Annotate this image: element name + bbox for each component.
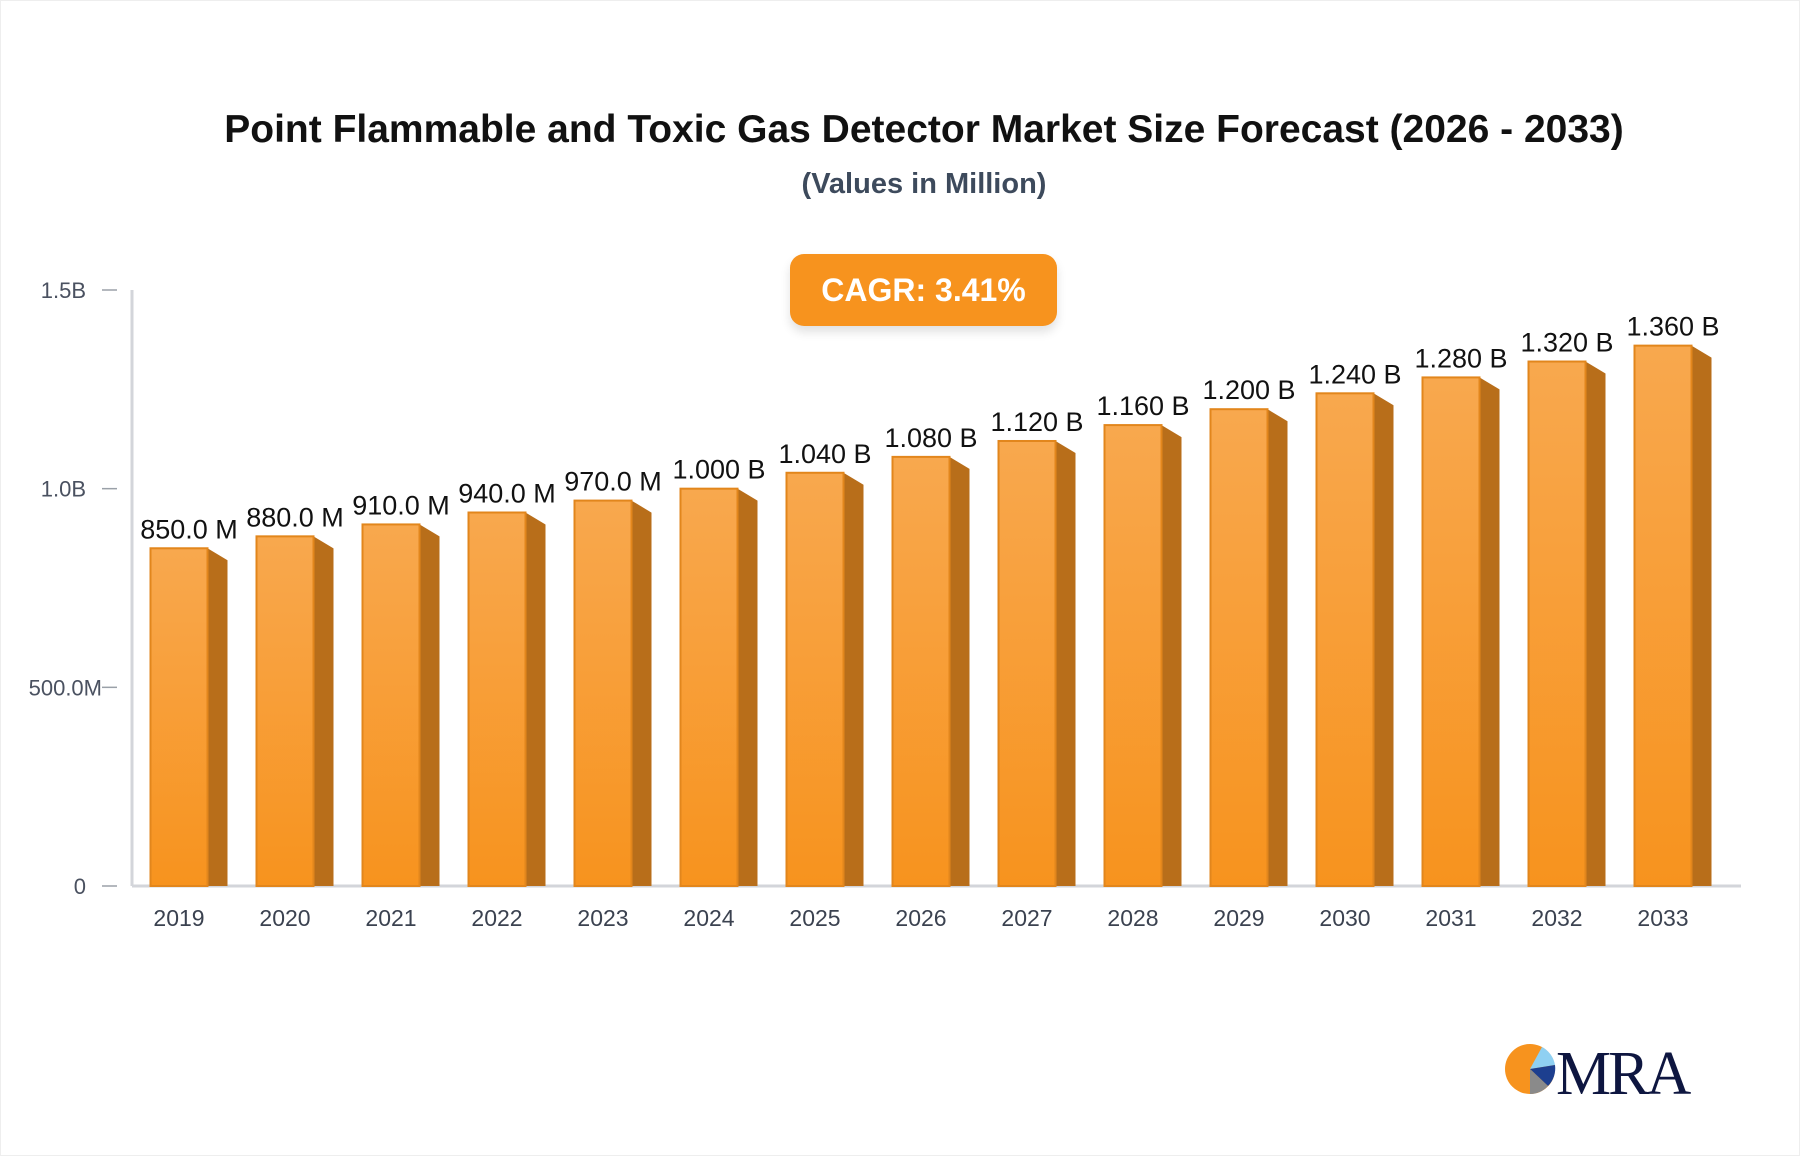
bar-side — [1055, 440, 1076, 886]
bar-front — [891, 455, 951, 887]
bar-front — [573, 499, 633, 887]
data-label: 1.360 B — [1626, 312, 1719, 342]
bar-front — [361, 523, 421, 888]
bar-side — [419, 524, 440, 886]
x-tick-label: 2026 — [895, 905, 946, 931]
data-label: 1.320 B — [1520, 328, 1613, 358]
data-label: 1.200 B — [1202, 375, 1295, 405]
x-tick-label: 2022 — [471, 905, 522, 931]
bar-front — [1527, 360, 1587, 887]
bar-2021: 910.0 M 2021 — [352, 490, 450, 931]
data-label: 970.0 M — [564, 467, 662, 497]
bar-2028: 1.160 B 2028 — [1096, 391, 1189, 931]
bar-front — [1209, 408, 1269, 887]
data-label: 880.0 M — [246, 502, 344, 532]
bar-2032: 1.320 B 2032 — [1520, 328, 1613, 931]
bar-side — [843, 472, 864, 886]
data-label: 940.0 M — [458, 479, 556, 509]
data-label: 1.120 B — [990, 407, 1083, 437]
x-tick-label: 2024 — [683, 905, 734, 931]
bar-2030: 1.240 B 2030 — [1308, 359, 1401, 931]
data-label: 1.240 B — [1308, 359, 1401, 389]
x-tick-label: 2028 — [1107, 905, 1158, 931]
data-label: 850.0 M — [140, 514, 238, 544]
y-tick-label: 1.5B — [41, 278, 86, 303]
cagr-badge: CAGR: 3.41% — [790, 254, 1057, 326]
bar-front — [1633, 344, 1693, 888]
bar-2025: 1.040 B 2025 — [778, 439, 871, 931]
bar-side — [949, 456, 970, 886]
bar-2033: 1.360 B 2033 — [1626, 312, 1719, 931]
data-label: 910.0 M — [352, 490, 450, 520]
y-tick-label: 0 — [74, 874, 86, 899]
bar-2020: 880.0 M 2020 — [246, 502, 344, 931]
bar-side — [313, 536, 334, 886]
x-tick-label: 2019 — [153, 905, 204, 931]
x-tick-label: 2027 — [1001, 905, 1052, 931]
mra-logo: MRA — [1505, 1040, 1694, 1100]
chart-title: Point Flammable and Toxic Gas Detector M… — [224, 108, 1624, 151]
bar-side — [1373, 393, 1394, 886]
bar-front — [467, 511, 527, 887]
x-tick-label: 2030 — [1319, 905, 1370, 931]
bar-front — [1315, 392, 1375, 887]
bar-front — [1103, 424, 1163, 887]
chart-subtitle: (Values in Million) — [801, 168, 1047, 200]
x-tick-label: 2020 — [259, 905, 310, 931]
data-label: 1.080 B — [884, 423, 977, 453]
x-tick-label: 2029 — [1213, 905, 1264, 931]
data-label: 1.280 B — [1414, 343, 1507, 373]
svg-text:MRA: MRA — [1556, 1040, 1691, 1100]
bar-2022: 940.0 M 2022 — [458, 479, 556, 931]
bar-front — [1421, 376, 1481, 887]
bar-side — [1585, 361, 1606, 886]
bar-2023: 970.0 M 2023 — [564, 467, 662, 931]
bar-side — [631, 500, 652, 886]
x-tick-label: 2021 — [365, 905, 416, 931]
bar-side — [1161, 425, 1182, 886]
bar-front — [255, 535, 315, 887]
y-tick-label: 1.0B — [41, 477, 86, 502]
bar-front — [997, 439, 1057, 887]
bar-side — [1691, 345, 1712, 886]
bar-2027: 1.120 B 2027 — [990, 407, 1083, 931]
data-label: 1.000 B — [672, 455, 765, 485]
bar-front — [679, 487, 739, 887]
y-tick-label: 500.0M — [29, 675, 102, 700]
bar-2024: 1.000 B 2024 — [672, 455, 765, 931]
x-tick-label: 2023 — [577, 905, 628, 931]
bar-2031: 1.280 B 2031 — [1414, 343, 1507, 931]
bar-2029: 1.200 B 2029 — [1202, 375, 1295, 931]
bar-front — [785, 471, 845, 887]
bar-front — [149, 547, 209, 887]
x-tick-label: 2032 — [1531, 905, 1582, 931]
bar-2026: 1.080 B 2026 — [884, 423, 977, 931]
data-label: 1.160 B — [1096, 391, 1189, 421]
bar-side — [207, 548, 228, 886]
bar-side — [1267, 409, 1288, 886]
x-tick-label: 2031 — [1425, 905, 1476, 931]
bar-side — [525, 512, 546, 886]
bar-2019: 850.0 M 2019 — [140, 514, 238, 931]
bar-side — [737, 488, 758, 886]
x-tick-label: 2025 — [789, 905, 840, 931]
data-label: 1.040 B — [778, 439, 871, 469]
x-tick-label: 2033 — [1637, 905, 1688, 931]
bar-side — [1479, 377, 1500, 886]
